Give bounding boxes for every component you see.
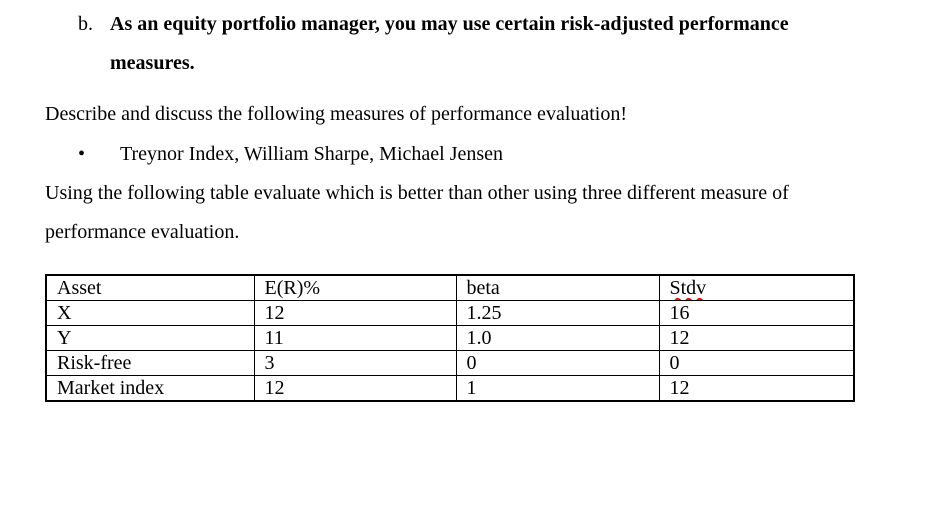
question-b-text-line2: measures. — [110, 52, 195, 74]
cell-er: 11 — [253, 325, 457, 351]
table-row-x: X 12 1.25 16 — [45, 300, 855, 326]
table-row-risk-free: Risk-free 3 0 0 — [45, 350, 855, 376]
col-header-asset: Asset — [45, 274, 255, 301]
cell-beta: 1.25 — [455, 300, 660, 326]
table-header-row: Asset E(R)% beta Stdv — [45, 274, 855, 301]
table-row-y: Y 11 1.0 12 — [45, 325, 855, 351]
table-row-market-index: Market index 12 1 12 — [45, 375, 855, 402]
performance-table: Asset E(R)% beta Stdv X 12 1.25 16 Y 11 … — [45, 274, 855, 402]
using-paragraph-line2: performance evaluation. — [45, 221, 240, 243]
question-b-line1: b. As an equity portfolio manager, you ma… — [78, 12, 789, 37]
col-header-beta: beta — [455, 274, 660, 301]
cell-beta: 1 — [455, 375, 660, 402]
cell-asset: X — [45, 300, 255, 326]
cell-er: 12 — [253, 375, 457, 402]
describe-paragraph: Describe and discuss the following measu… — [45, 103, 628, 125]
cell-stdv: 12 — [658, 375, 855, 402]
cell-asset: Market index — [45, 375, 255, 402]
using-paragraph-line1: Using the following table evaluate which… — [45, 182, 789, 204]
cell-stdv: 0 — [658, 350, 855, 376]
bullet-icon: • — [78, 143, 86, 165]
col-header-er: E(R)% — [253, 274, 457, 301]
col-header-stdv: Stdv — [658, 274, 855, 301]
cell-asset: Risk-free — [45, 350, 255, 376]
bullet-text: Treynor Index, William Sharpe, Michael J… — [120, 143, 504, 165]
question-b-text-line1: As an equity portfolio manager, you may … — [110, 13, 789, 35]
cell-stdv: 16 — [658, 300, 855, 326]
cell-asset: Y — [45, 325, 255, 351]
cell-beta: 1.0 — [455, 325, 660, 351]
cell-stdv: 12 — [658, 325, 855, 351]
misspelled-word: Stdv — [669, 276, 707, 299]
cell-beta: 0 — [455, 350, 660, 376]
cell-er: 12 — [253, 300, 457, 326]
bullet-item: • Treynor Index, William Sharpe, Michael … — [78, 142, 503, 167]
cell-er: 3 — [253, 350, 457, 376]
question-b-marker: b. — [78, 13, 93, 35]
